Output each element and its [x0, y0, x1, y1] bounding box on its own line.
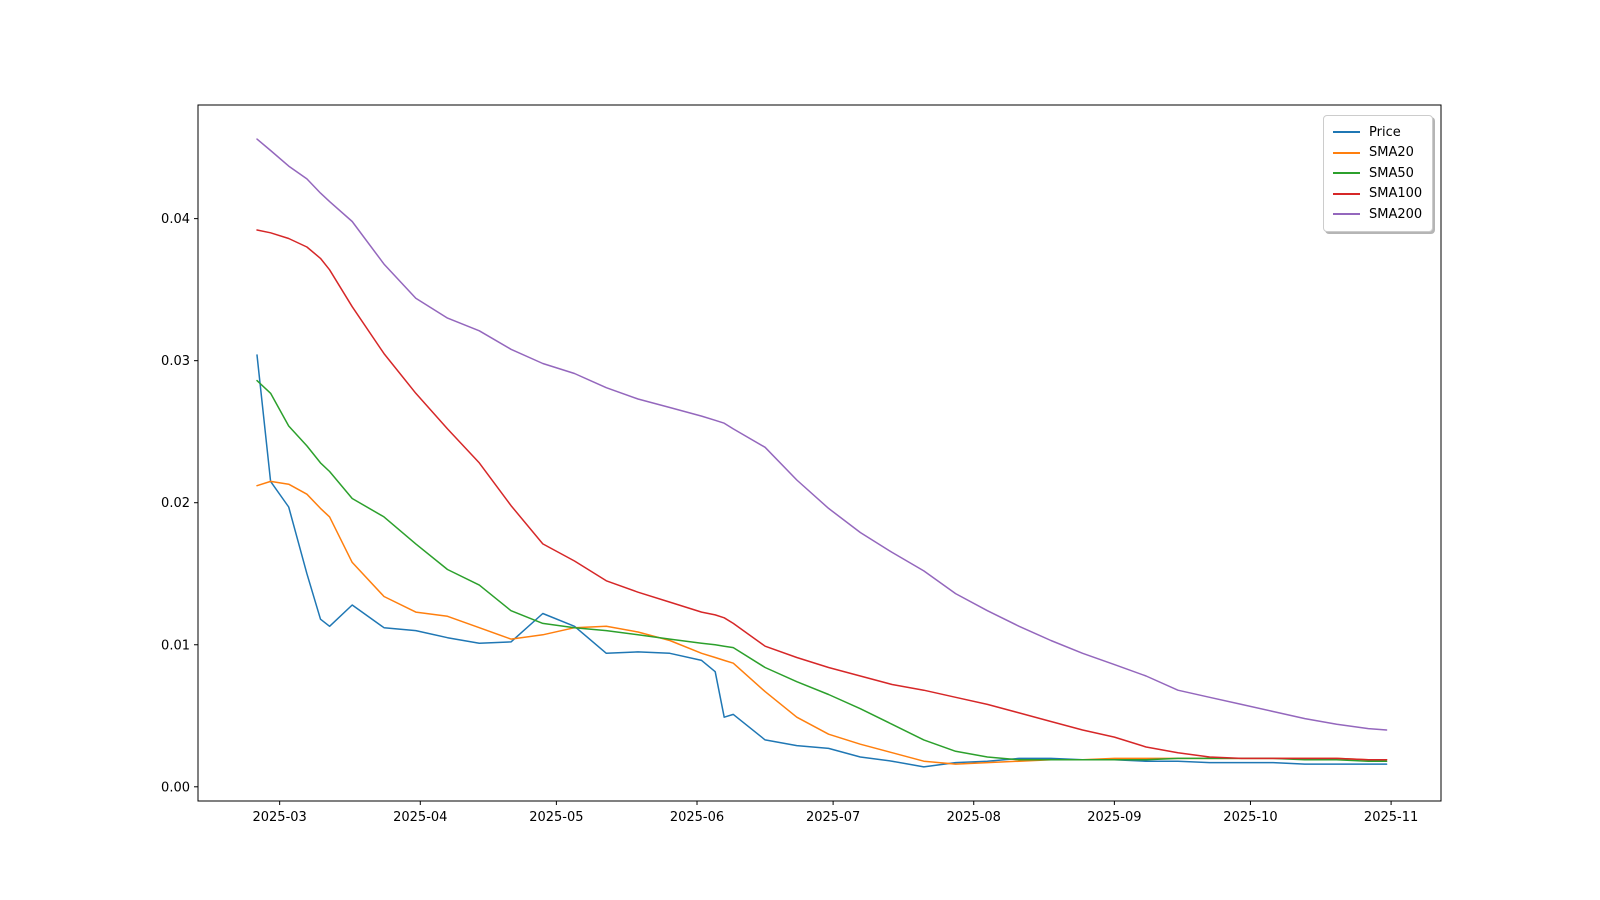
y-tick-label: 0.04 — [161, 212, 190, 227]
x-tick-label: 2025-05 — [529, 810, 583, 825]
sma50-line — [256, 379, 1388, 762]
legend-item-sma20: SMA20 — [1333, 143, 1422, 164]
sma20-line — [256, 480, 1388, 765]
x-tick-label: 2025-11 — [1364, 810, 1418, 825]
x-tick-label: 2025-10 — [1223, 810, 1277, 825]
x-tick-label: 2025-09 — [1087, 810, 1141, 825]
y-tick-label: 0.02 — [161, 496, 190, 511]
legend-item-price: Price — [1333, 122, 1422, 143]
legend-item-sma50: SMA50 — [1333, 163, 1422, 184]
price-line — [256, 354, 1388, 768]
y-tick-label: 0.01 — [161, 638, 190, 653]
sma200-line — [256, 138, 1388, 731]
x-tick-label: 2025-06 — [670, 810, 724, 825]
x-tick-label: 2025-03 — [252, 810, 306, 825]
axes-spines — [197, 104, 1442, 802]
legend-label: SMA100 — [1369, 186, 1423, 202]
legend-label: SMA50 — [1369, 165, 1414, 181]
sma100-line — [256, 229, 1388, 761]
x-tick-label: 2025-04 — [393, 810, 447, 825]
legend-label: SMA20 — [1369, 145, 1414, 161]
legend-label: Price — [1369, 124, 1401, 140]
y-tick-label: 0.03 — [161, 354, 190, 369]
y-tick-label: 0.00 — [161, 780, 190, 795]
legend-label: SMA200 — [1369, 206, 1423, 222]
legend-box: Price SMA20 SMA50 SMA100 SMA200 — [1323, 115, 1434, 232]
legend-line-sample-sma200 — [1333, 213, 1360, 216]
x-tick-label: 2025-07 — [806, 810, 860, 825]
legend-line-sample-sma50 — [1333, 172, 1360, 175]
legend-item-sma200: SMA200 — [1333, 204, 1422, 225]
legend-line-sample-sma20 — [1333, 151, 1360, 154]
legend-line-sample-price — [1333, 131, 1360, 134]
legend-item-sma100: SMA100 — [1333, 184, 1422, 205]
x-tick-label: 2025-08 — [947, 810, 1001, 825]
legend-line-sample-sma100 — [1333, 192, 1360, 195]
